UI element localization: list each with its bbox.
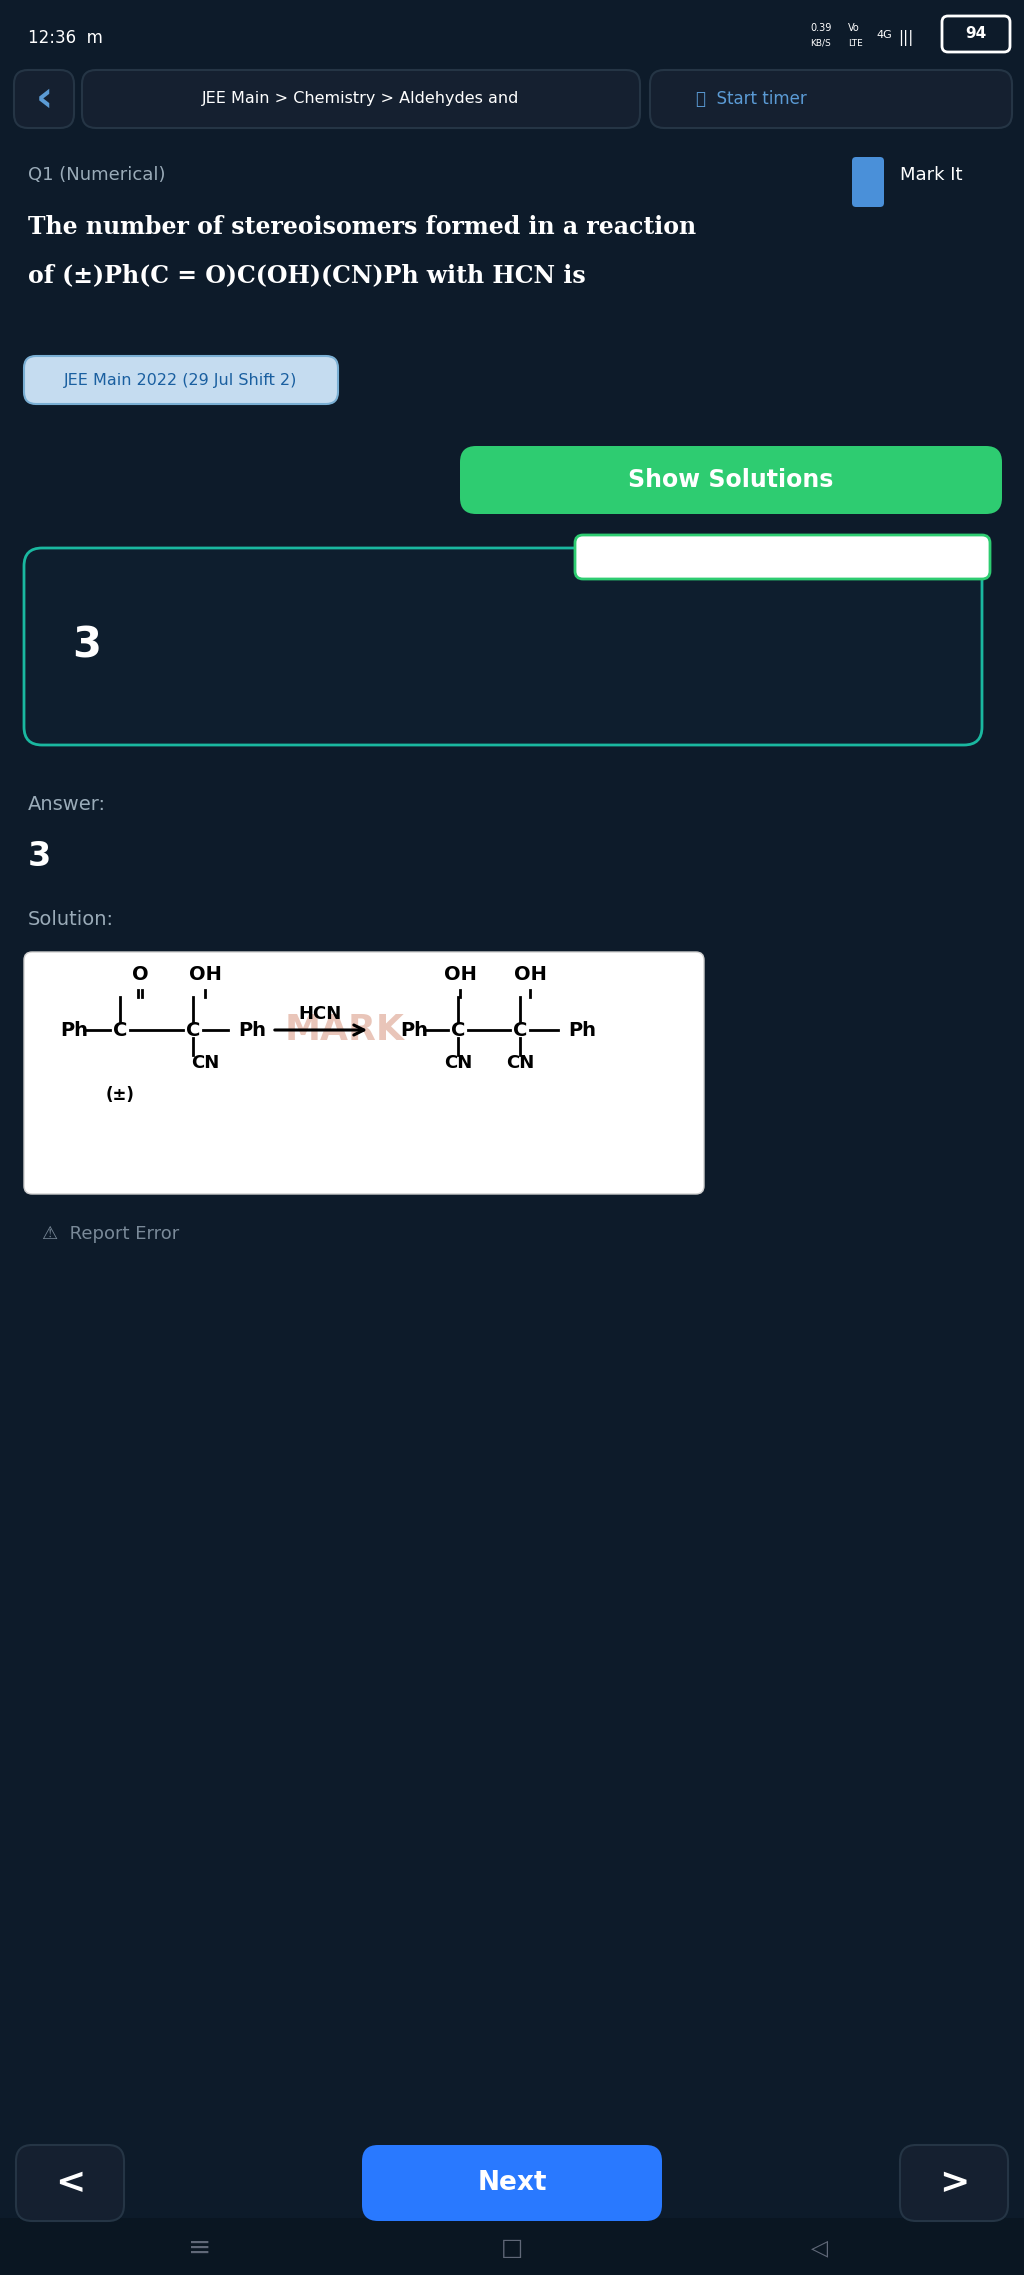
Text: <: < <box>55 2166 85 2200</box>
Text: OH: OH <box>188 965 221 985</box>
FancyBboxPatch shape <box>852 157 884 207</box>
Text: (±): (±) <box>105 1085 134 1103</box>
Text: The number of stereoisomers formed in a reaction: The number of stereoisomers formed in a … <box>28 216 696 239</box>
Text: C: C <box>451 1021 465 1040</box>
Text: C: C <box>185 1021 200 1040</box>
FancyBboxPatch shape <box>650 71 1012 127</box>
Text: ‹: ‹ <box>36 77 52 121</box>
FancyBboxPatch shape <box>24 548 982 744</box>
Text: ⏱  Start timer: ⏱ Start timer <box>696 91 807 107</box>
Text: OH: OH <box>443 965 476 985</box>
Text: 0.39: 0.39 <box>810 23 831 34</box>
Text: JEE Main > Chemistry > Aldehydes and: JEE Main > Chemistry > Aldehydes and <box>203 91 520 107</box>
Text: 3: 3 <box>72 623 101 667</box>
Text: JEE Main 2022 (29 Jul Shift 2): JEE Main 2022 (29 Jul Shift 2) <box>65 373 298 387</box>
FancyBboxPatch shape <box>0 2218 1024 2275</box>
Text: OH: OH <box>514 965 547 985</box>
FancyBboxPatch shape <box>16 2145 124 2220</box>
Text: 3: 3 <box>28 839 51 874</box>
Text: Solution:: Solution: <box>28 910 114 928</box>
FancyBboxPatch shape <box>14 71 74 127</box>
Text: LTE: LTE <box>848 39 863 48</box>
Text: HCN: HCN <box>298 1006 342 1024</box>
Text: of (±)Ph(C = O)C(OH)(CN)Ph with HCN is: of (±)Ph(C = O)C(OH)(CN)Ph with HCN is <box>28 264 586 287</box>
FancyBboxPatch shape <box>24 355 338 405</box>
Text: Correct Answer: Correct Answer <box>705 548 860 566</box>
Text: CN: CN <box>443 1053 472 1072</box>
Text: CN: CN <box>506 1053 535 1072</box>
Text: Ph: Ph <box>60 1021 88 1040</box>
Text: Ph: Ph <box>400 1021 428 1040</box>
Text: Show Solutions: Show Solutions <box>629 469 834 491</box>
Text: CN: CN <box>190 1053 219 1072</box>
FancyBboxPatch shape <box>362 2145 662 2220</box>
Text: Answer:: Answer: <box>28 794 106 814</box>
Text: □: □ <box>501 2236 523 2259</box>
Text: Next: Next <box>477 2170 547 2195</box>
FancyBboxPatch shape <box>900 2145 1008 2220</box>
Text: KB/S: KB/S <box>810 39 830 48</box>
FancyBboxPatch shape <box>575 535 990 580</box>
Text: Ph: Ph <box>238 1021 266 1040</box>
Text: ◁: ◁ <box>811 2239 828 2259</box>
Text: 12:36  m: 12:36 m <box>28 30 102 48</box>
Text: 94: 94 <box>966 27 987 41</box>
FancyBboxPatch shape <box>24 951 705 1194</box>
Text: 4G: 4G <box>876 30 892 41</box>
Text: C: C <box>513 1021 527 1040</box>
Text: C: C <box>113 1021 127 1040</box>
Text: MARK: MARK <box>285 1012 404 1046</box>
Text: Ph: Ph <box>568 1021 596 1040</box>
FancyBboxPatch shape <box>460 446 1002 514</box>
Text: |||: ||| <box>898 30 913 46</box>
Text: >: > <box>939 2166 969 2200</box>
FancyBboxPatch shape <box>82 71 640 127</box>
Text: ⚠  Report Error: ⚠ Report Error <box>42 1224 179 1242</box>
Text: Vo: Vo <box>848 23 860 34</box>
Text: ≡: ≡ <box>188 2234 212 2261</box>
Text: Mark It: Mark It <box>900 166 963 184</box>
FancyBboxPatch shape <box>0 2129 1024 2275</box>
Text: Q1 (Numerical): Q1 (Numerical) <box>28 166 166 184</box>
Text: O: O <box>132 965 148 985</box>
